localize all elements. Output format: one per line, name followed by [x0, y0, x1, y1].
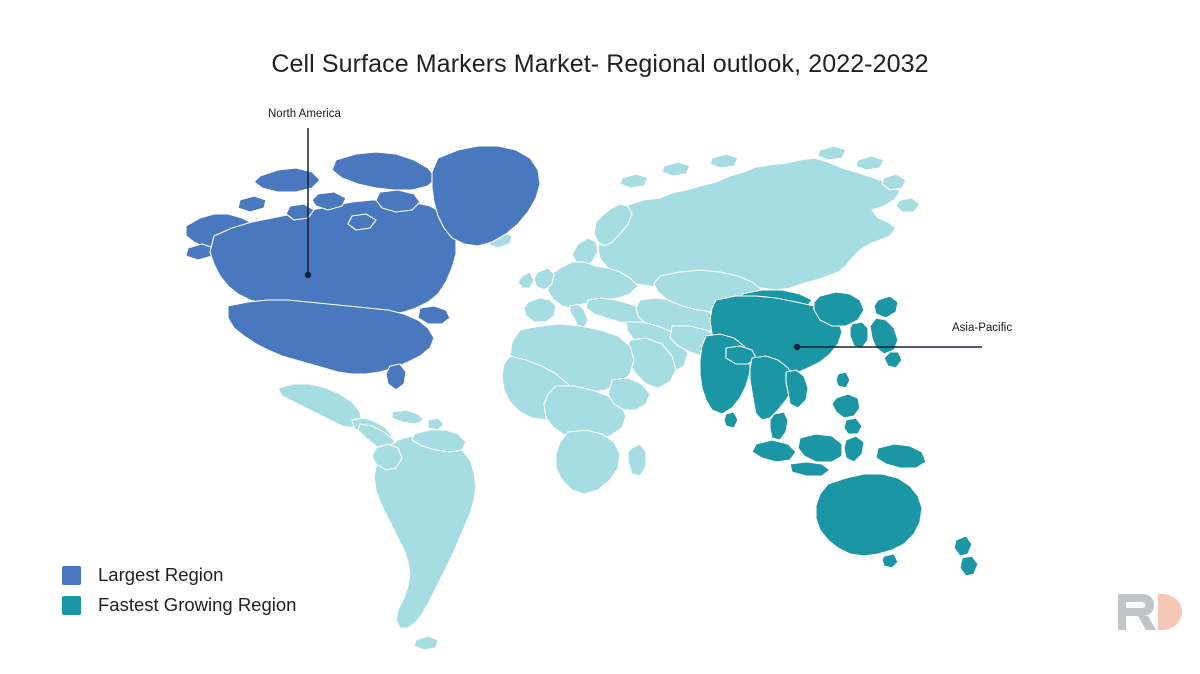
page-title: Cell Surface Markers Market- Regional ou… [271, 50, 929, 78]
callout-leader-asia-pacific [793, 343, 982, 351]
callout-label-asia-pacific: Asia-Pacific [952, 322, 1013, 334]
legend-item-fastest-growing-region: Fastest Growing Region [62, 590, 296, 620]
callout-label-north-america: North America [268, 108, 341, 120]
legend-label-largest-region: Largest Region [98, 564, 224, 585]
brand-watermark-logo [1118, 594, 1182, 630]
legend-label-fastest-growing-region: Fastest Growing Region [98, 594, 297, 615]
region-north-america [185, 145, 541, 391]
callout-leader-north-america [304, 128, 312, 279]
legend-swatch-fastest-growing-region [62, 595, 81, 615]
legend-item-largest-region: Largest Region [62, 560, 296, 590]
region-asia-pacific [699, 289, 979, 577]
legend-swatch-largest-region [62, 565, 81, 585]
watermark-half-disc [1158, 594, 1182, 630]
map-legend: Largest Region Fastest Growing Region [62, 560, 296, 620]
watermark-letter-r [1118, 594, 1156, 630]
region-other [277, 145, 921, 651]
